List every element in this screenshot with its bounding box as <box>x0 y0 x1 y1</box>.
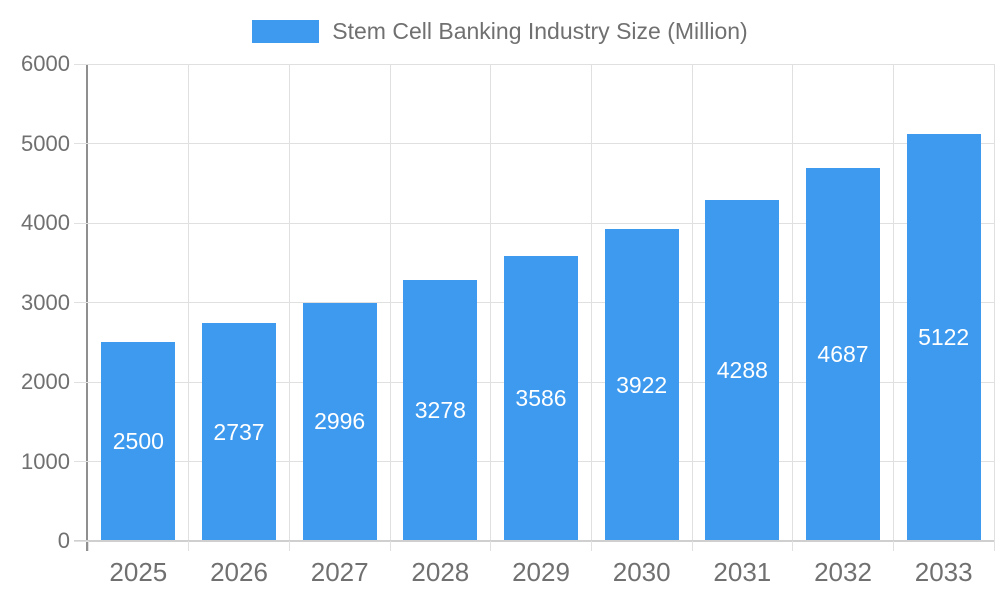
bar-value-label: 2500 <box>112 428 164 455</box>
y-tick-label: 6000 <box>21 51 70 76</box>
bar[interactable]: 4687 <box>806 168 880 541</box>
bar-value-label: 2737 <box>213 418 265 445</box>
x-tick-label: 2025 <box>109 557 168 587</box>
y-tick-label: 0 <box>57 528 70 553</box>
legend-color-swatch <box>252 20 320 43</box>
x-tick-label: 2031 <box>713 557 772 587</box>
v-gridline <box>490 64 492 541</box>
x-axis-tick <box>389 541 391 551</box>
y-axis-tick <box>74 143 88 144</box>
y-axis-line <box>86 64 88 551</box>
v-gridline <box>691 64 693 541</box>
x-tick-label: 2028 <box>411 557 470 587</box>
v-gridline <box>993 64 995 541</box>
v-gridline <box>892 64 894 541</box>
x-axis-tick <box>590 541 592 551</box>
x-axis-tick <box>993 541 995 551</box>
x-tick-label: 2026 <box>210 557 268 587</box>
y-axis-tick <box>74 222 88 224</box>
bar[interactable]: 3278 <box>403 280 478 541</box>
x-axis-tick <box>792 541 794 551</box>
y-axis-tick <box>74 540 88 542</box>
bar-value-label: 3278 <box>414 397 466 424</box>
y-tick-label: 2000 <box>21 369 70 394</box>
y-axis-tick <box>74 461 88 462</box>
h-gridline <box>88 143 994 144</box>
x-axis-tick <box>288 541 290 551</box>
v-gridline <box>792 64 794 541</box>
v-gridline <box>188 64 190 541</box>
y-tick-label: 4000 <box>21 210 70 235</box>
v-gridline <box>590 64 592 541</box>
y-tick-label: 5000 <box>21 130 70 156</box>
x-axis-tick <box>691 541 693 551</box>
x-axis-tick <box>188 541 190 551</box>
y-axis-tick <box>74 381 88 383</box>
bar-value-label: 4288 <box>716 357 768 384</box>
bar-value-label: 3922 <box>616 371 668 398</box>
bar[interactable]: 5122 <box>906 133 981 541</box>
bar[interactable]: 3922 <box>604 229 679 541</box>
bar[interactable]: 2996 <box>302 302 377 541</box>
bar-value-label: 2996 <box>314 408 366 435</box>
h-gridline <box>88 63 994 65</box>
bar[interactable]: 4288 <box>705 200 780 541</box>
h-gridline <box>88 222 994 224</box>
legend: Stem Cell Banking Industry Size (Million… <box>0 18 1000 45</box>
x-axis-tick <box>892 541 894 551</box>
x-tick-label: 2033 <box>914 557 973 587</box>
y-axis-tick <box>74 302 88 303</box>
x-axis-tick <box>87 541 89 551</box>
legend-label: Stem Cell Banking Industry Size (Million… <box>332 18 748 44</box>
x-axis-line <box>74 540 994 542</box>
legend-item[interactable]: Stem Cell Banking Industry Size (Million… <box>252 18 748 45</box>
y-tick-label: 3000 <box>21 289 70 315</box>
y-tick-label: 1000 <box>21 448 70 474</box>
bar-value-label: 3586 <box>515 384 567 411</box>
x-tick-label: 2029 <box>512 557 570 587</box>
x-tick-label: 2032 <box>814 557 872 587</box>
v-gridline <box>288 64 290 541</box>
x-tick-label: 2030 <box>612 557 671 587</box>
bar[interactable]: 2500 <box>101 342 176 541</box>
bar[interactable]: 2737 <box>202 323 276 541</box>
x-axis-tick <box>490 541 492 551</box>
bar-value-label: 5122 <box>918 323 970 350</box>
bar[interactable]: 3586 <box>504 255 578 541</box>
bar-value-label: 4687 <box>817 341 869 368</box>
v-gridline <box>389 64 391 541</box>
x-tick-label: 2027 <box>310 557 369 587</box>
plot-area: 2500 2737 2996 3278 3586 3922 4288 4687 5122 <box>88 63 995 541</box>
y-axis-tick <box>74 63 88 65</box>
